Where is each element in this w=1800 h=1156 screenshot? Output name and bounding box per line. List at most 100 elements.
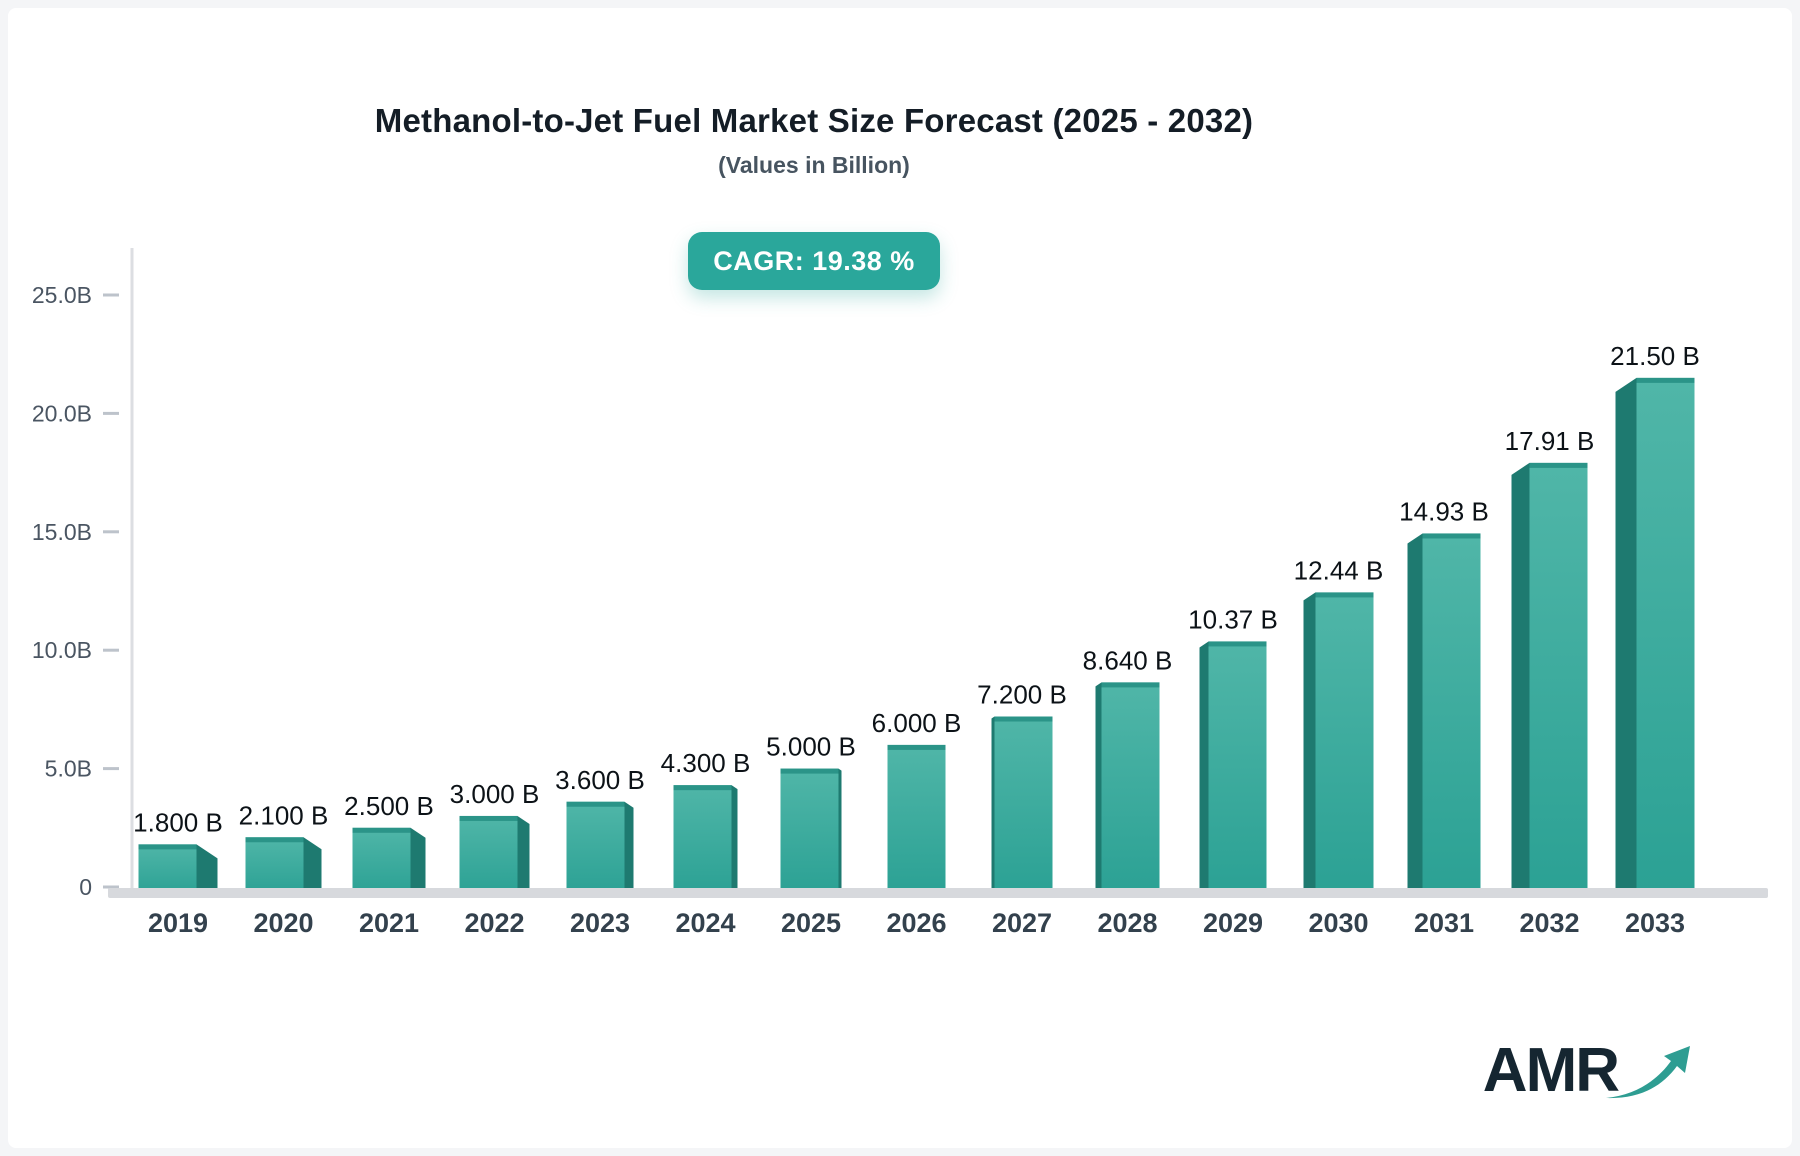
- bar-2028[interactable]: 8.640 B 2028: [1083, 645, 1173, 938]
- bar-2030[interactable]: 12.44 B 2030: [1294, 555, 1384, 938]
- x-axis-label: 2027: [992, 908, 1052, 938]
- bar-2022[interactable]: 3.000 B 2022: [450, 779, 540, 938]
- bar-top-edge: [1101, 682, 1160, 688]
- x-axis-label: 2020: [253, 908, 313, 938]
- bar-2033[interactable]: 21.50 B 2033: [1610, 341, 1700, 938]
- x-axis-label: 2024: [675, 908, 735, 938]
- bar-main-face: [887, 744, 946, 894]
- bar-main-face: [1208, 641, 1267, 894]
- bar-top-edge: [1529, 462, 1588, 468]
- bar-2021[interactable]: 2.500 B 2021: [344, 791, 434, 938]
- x-axis-label: 2025: [781, 908, 841, 938]
- bar-side-face: [517, 815, 530, 894]
- bar-main-face: [245, 837, 304, 894]
- x-axis-label: 2028: [1097, 908, 1157, 938]
- bar-side-face: [1615, 377, 1637, 894]
- bar-side-face: [303, 837, 322, 894]
- bar-2026[interactable]: 6.000 B 2026: [872, 708, 962, 938]
- bar-value-label: 2.100 B: [239, 800, 329, 830]
- bar-value-label: 3.000 B: [450, 779, 540, 809]
- bar-main-face: [1422, 533, 1481, 894]
- y-tick-label: 0: [79, 874, 92, 900]
- growth-arrow-icon: [1606, 1046, 1690, 1099]
- x-axis-label: 2021: [359, 908, 419, 938]
- x-axis-label: 2019: [148, 908, 208, 938]
- bar-main-face: [138, 844, 197, 894]
- y-tick-label: 15.0B: [32, 519, 92, 545]
- bar-2029[interactable]: 10.37 B 2029: [1188, 604, 1278, 938]
- bar-main-face: [1101, 682, 1160, 894]
- bar-top-edge: [352, 827, 411, 833]
- x-axis-label: 2029: [1203, 908, 1263, 938]
- bar-side-face: [1303, 592, 1316, 894]
- bar-value-label: 5.000 B: [766, 732, 856, 762]
- bar-side-face: [838, 768, 842, 894]
- bar-value-label: 3.600 B: [555, 765, 645, 795]
- bar-top-edge: [887, 744, 946, 750]
- bar-value-label: 1.800 B: [133, 807, 223, 837]
- x-axis-label: 2026: [886, 908, 946, 938]
- y-tick-label: 25.0B: [32, 282, 92, 308]
- bar-top-edge: [673, 785, 732, 791]
- x-axis-baseline: [108, 888, 1768, 898]
- y-tick-label: 10.0B: [32, 637, 92, 663]
- bar-2020[interactable]: 2.100 B 2020: [239, 800, 329, 938]
- bar-side-face: [196, 844, 218, 894]
- bar-main-face: [352, 827, 411, 894]
- bar-side-face: [1407, 533, 1423, 894]
- bar-top-edge: [566, 801, 625, 807]
- bar-top-edge: [138, 844, 197, 850]
- chart-card: 0 5.0B 10.0B 15.0B 20.0B 25.0B 1.800 B 2019 2.10…: [8, 8, 1792, 1148]
- bar-top-edge: [245, 837, 304, 843]
- bar-side-face: [1095, 682, 1102, 894]
- bar-value-label: 17.91 B: [1505, 426, 1595, 456]
- bar-top-edge: [1208, 641, 1267, 647]
- bar-value-label: 6.000 B: [872, 708, 962, 738]
- bar-2025[interactable]: 5.000 B 2025: [766, 732, 856, 938]
- bar-side-face: [991, 716, 995, 894]
- x-axis-label: 2031: [1414, 908, 1474, 938]
- x-axis-label: 2030: [1308, 908, 1368, 938]
- bar-side-face: [731, 785, 738, 894]
- bar-top-edge: [780, 768, 839, 774]
- bar-main-face: [1315, 592, 1374, 894]
- bar-value-label: 10.37 B: [1188, 604, 1278, 634]
- cagr-badge: CAGR: 19.38 %: [688, 232, 940, 290]
- amr-logo-text: AMR: [1482, 1036, 1620, 1105]
- bar-value-label: 8.640 B: [1083, 645, 1173, 675]
- bar-value-label: 7.200 B: [977, 680, 1067, 710]
- bar-main-face: [1529, 462, 1588, 894]
- bar-value-label: 12.44 B: [1294, 555, 1384, 585]
- y-tick-label: 5.0B: [45, 756, 92, 782]
- bar-main-face: [994, 716, 1053, 894]
- bar-main-face: [673, 785, 732, 894]
- bar-2027[interactable]: 7.200 B 2027: [977, 680, 1067, 938]
- x-axis-label: 2023: [570, 908, 630, 938]
- amr-logo: AMR: [1483, 1040, 1696, 1120]
- bar-top-edge: [1422, 533, 1481, 539]
- x-axis-label: 2022: [464, 908, 524, 938]
- bar-main-face: [780, 768, 839, 894]
- bar-main-face: [566, 801, 625, 894]
- bar-side-face: [624, 801, 634, 894]
- bar-2023[interactable]: 3.600 B 2023: [555, 765, 645, 938]
- bar-value-label: 2.500 B: [344, 791, 434, 821]
- bar-value-label: 14.93 B: [1399, 496, 1489, 526]
- bar-2031[interactable]: 14.93 B 2031: [1399, 496, 1489, 938]
- bar-main-face: [1636, 377, 1695, 894]
- bar-value-label: 4.300 B: [661, 748, 751, 778]
- x-axis-label: 2032: [1519, 908, 1579, 938]
- bar-2024[interactable]: 4.300 B 2024: [661, 748, 751, 938]
- bar-top-edge: [459, 815, 518, 821]
- bar-top-edge: [1315, 592, 1374, 598]
- cagr-badge-label: CAGR: 19.38 %: [713, 245, 915, 276]
- bar-main-face: [459, 815, 518, 894]
- bar-2019[interactable]: 1.800 B 2019: [133, 807, 223, 938]
- bar-top-edge: [994, 716, 1053, 722]
- bar-chart: 0 5.0B 10.0B 15.0B 20.0B 25.0B 1.800 B 2019 2.10…: [32, 248, 1768, 938]
- bar-top-edge: [1636, 377, 1695, 383]
- bar-side-face: [410, 827, 426, 894]
- x-axis-label: 2033: [1625, 908, 1685, 938]
- bar-2032[interactable]: 17.91 B 2032: [1505, 426, 1595, 938]
